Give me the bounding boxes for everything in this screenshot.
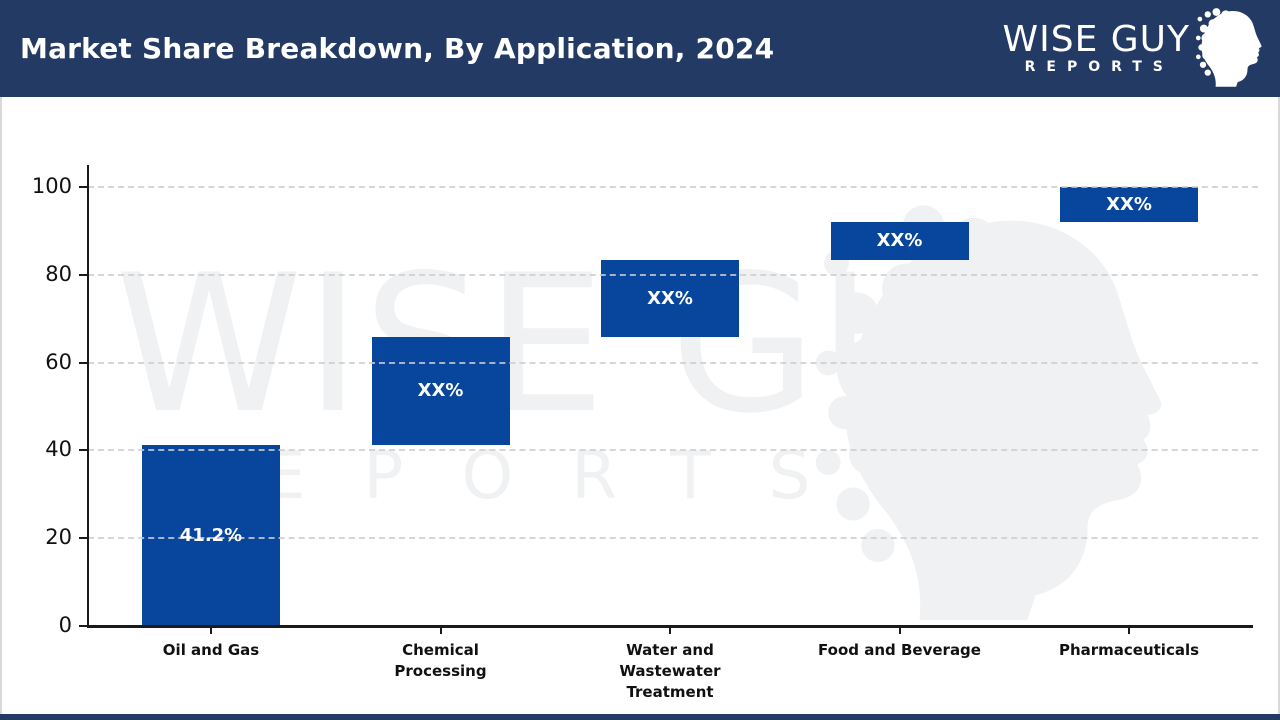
y-tick-label-0: 0 xyxy=(58,613,72,637)
logo-wordmark-main: WISE GUY xyxy=(1002,19,1190,61)
wise-guy-logo: WISE GUY REPORTS xyxy=(1003,7,1267,90)
y-tick-label-60: 60 xyxy=(45,349,72,374)
page-title: Market Share Breakdown, By Application, … xyxy=(20,32,775,65)
x-tick-label-line: Pharmaceuticals xyxy=(1058,641,1200,659)
x-tick-label-line: Treatment xyxy=(626,683,714,701)
x-tick-label-line: Processing xyxy=(394,662,487,680)
header: Market Share Breakdown, By Application, … xyxy=(0,0,1280,97)
bar-pharmaceuticals xyxy=(1060,187,1198,223)
y-tickmark-60 xyxy=(79,361,87,364)
x-tickmark-water-and-wastewater-treatment xyxy=(669,626,671,634)
y-tickmark-40 xyxy=(79,449,87,452)
y-tickmark-80 xyxy=(79,273,87,276)
y-tickmark-100 xyxy=(79,186,87,188)
gridline-40 xyxy=(88,449,1258,452)
x-tickmark-oil-and-gas xyxy=(210,626,212,634)
bar-food-and-beverage xyxy=(830,222,969,260)
x-tick-label-line: Chemical xyxy=(402,641,479,659)
x-tick-label-food-and-beverage: Food and Beverage xyxy=(790,640,1010,661)
y-tick-label-80: 80 xyxy=(45,261,72,286)
bar-water-and-wastewater-treatment xyxy=(601,259,739,338)
bar-value-label-chemical-processing: XX% xyxy=(417,380,464,402)
x-tickmark-pharmaceuticals xyxy=(1128,626,1130,634)
x-tick-label-pharmaceuticals: Pharmaceuticals xyxy=(1019,640,1239,661)
y-tickmark-20 xyxy=(79,537,87,540)
bar-value-label-water-and-wastewater-treatment: XX% xyxy=(647,287,693,309)
x-tickmark-food-and-beverage xyxy=(898,626,901,634)
gridline-80 xyxy=(88,273,1258,276)
right-border xyxy=(1278,97,1280,714)
x-tick-label-line: Water and xyxy=(626,641,714,659)
x-tick-label-chemical-processing: Chemical Processing xyxy=(331,640,551,682)
logo-wordmark: WISE GUY REPORTS xyxy=(1003,21,1191,76)
y-axis-line xyxy=(87,165,89,628)
gridline-20 xyxy=(88,537,1258,540)
y-tick-label-20: 20 xyxy=(45,525,72,550)
x-tickmark-chemical-processing xyxy=(439,626,442,634)
x-axis-line xyxy=(87,625,1253,628)
bar-value-label-oil-and-gas: 41.2% xyxy=(179,524,243,546)
bottom-accent-strip xyxy=(0,714,1280,720)
gridline-100 xyxy=(88,186,1258,188)
y-tick-label-40: 40 xyxy=(45,437,72,462)
bar-value-label-pharmaceuticals: XX% xyxy=(1106,193,1152,215)
gridline-60 xyxy=(88,361,1258,364)
x-tick-label-line: Oil and Gas xyxy=(162,641,260,659)
bar-chemical-processing xyxy=(371,337,510,446)
y-tick-label-100: 100 xyxy=(31,174,72,198)
x-tick-label-line: Food and Beverage xyxy=(818,641,981,659)
x-tick-label-water-and-wastewater-treatment: Water and Wastewater Treatment xyxy=(560,640,780,703)
x-tick-label-oil-and-gas: Oil and Gas xyxy=(101,640,321,661)
bar-value-label-food-and-beverage: XX% xyxy=(876,229,923,251)
y-tickmark-0 xyxy=(79,625,87,627)
bar-oil-and-gas xyxy=(142,445,280,626)
logo-wordmark-sub: REPORTS xyxy=(1024,59,1174,75)
left-border xyxy=(0,97,2,714)
x-tick-label-line: Wastewater xyxy=(619,662,721,680)
